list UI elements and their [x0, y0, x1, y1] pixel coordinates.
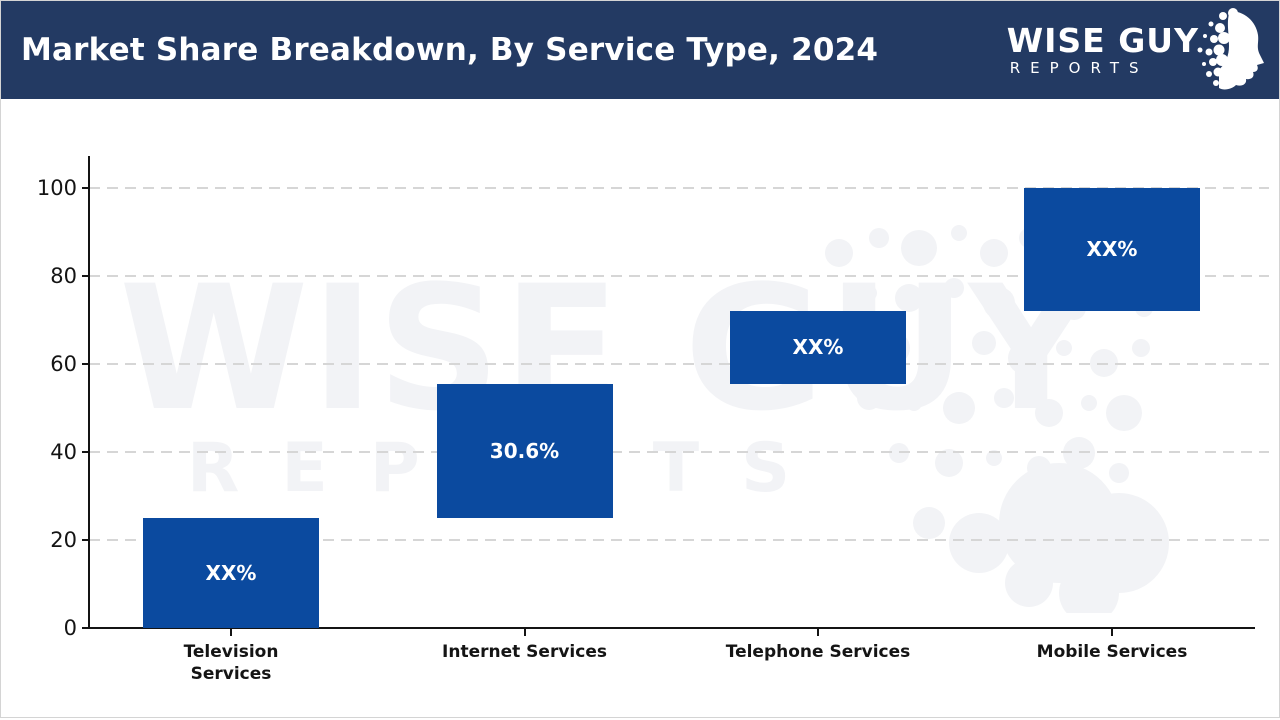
- x-axis-tick: [523, 629, 526, 636]
- y-tick-label: 80: [50, 263, 77, 288]
- x-tick-label: Television Services: [183, 642, 279, 685]
- x-tick-label: Mobile Services: [1036, 642, 1188, 662]
- x-tick-label: Internet Services: [442, 642, 607, 662]
- gridline: [89, 186, 1269, 189]
- x-tick-label: Telephone Services: [725, 642, 911, 662]
- bar-value-label: XX%: [205, 561, 257, 586]
- y-axis-tick: [82, 627, 89, 629]
- y-tick-label: 20: [50, 527, 77, 552]
- brand-logo: WISE GUY REPORTS: [1007, 8, 1265, 92]
- y-axis-tick: [82, 186, 89, 189]
- gridline: [89, 274, 1269, 277]
- gridline: [89, 538, 1269, 541]
- header-bar: Market Share Breakdown, By Service Type,…: [1, 1, 1279, 99]
- y-axis-tick: [82, 274, 89, 277]
- x-axis-tick: [1111, 629, 1113, 636]
- bar-television-services: XX%: [143, 518, 319, 628]
- y-axis-line: [88, 156, 90, 628]
- y-axis-tick: [82, 538, 89, 541]
- logo-head-icon: [1197, 8, 1264, 90]
- y-tick-label: 100: [36, 175, 77, 200]
- chart-title: Market Share Breakdown, By Service Type,…: [21, 32, 879, 68]
- bar-value-label: XX%: [792, 335, 844, 360]
- logo-subtitle: REPORTS: [1009, 59, 1149, 77]
- x-axis-tick: [817, 629, 819, 636]
- y-tick-label: 40: [50, 439, 77, 464]
- y-tick-label: 60: [50, 351, 77, 376]
- x-axis-tick: [230, 629, 232, 636]
- bar-mobile-services: XX%: [1024, 187, 1200, 312]
- bar-value-label: XX%: [1086, 237, 1138, 262]
- logo-wordmark: WISE GUY: [1006, 21, 1199, 60]
- y-axis-tick: [82, 450, 89, 453]
- y-tick-label: 0: [63, 616, 77, 640]
- gridline: [89, 450, 1269, 453]
- logo-text: WISE GUY REPORTS: [1007, 24, 1199, 76]
- bar-value-label: 30.6%: [489, 438, 560, 463]
- y-axis-tick: [82, 362, 89, 365]
- bar-telephone-services: XX%: [730, 311, 906, 384]
- bar-internet-services: 30.6%: [436, 383, 613, 519]
- x-axis-line: [89, 627, 1255, 629]
- gridline: [89, 362, 1269, 365]
